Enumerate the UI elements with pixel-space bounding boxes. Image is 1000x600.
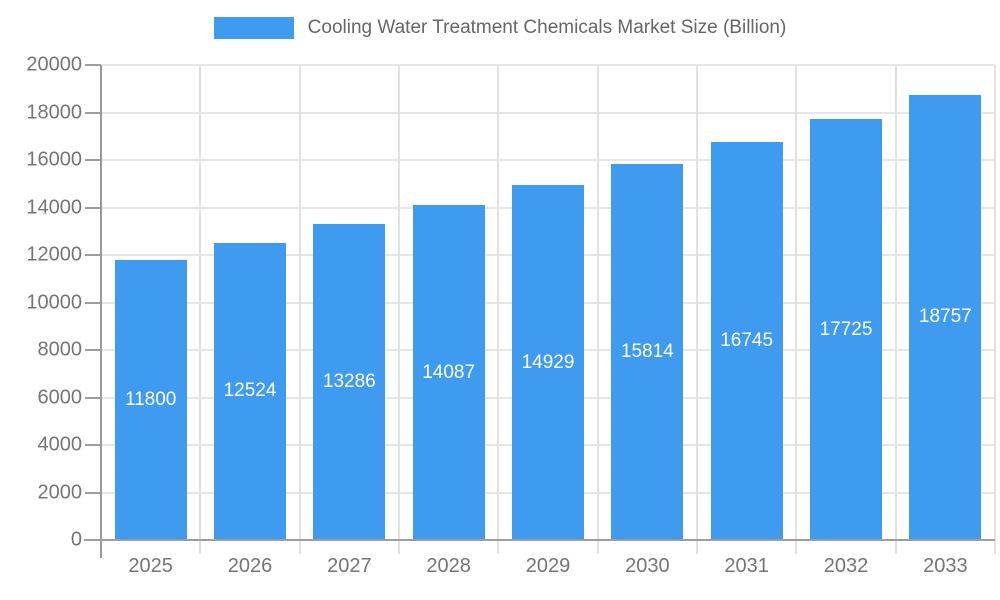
x-axis-tick-label: 2027 (327, 555, 372, 577)
bar[interactable]: 12524 (214, 242, 286, 540)
x-axis-tick-label: 2031 (724, 555, 769, 577)
bar-value-label: 17725 (819, 318, 873, 340)
y-axis-tick (85, 396, 101, 399)
bar-value-label: 11800 (124, 388, 177, 410)
y-axis-tick-label: 16000 (26, 148, 82, 171)
y-axis-tick-label: 10000 (26, 291, 82, 313)
bar-value-label: 14087 (422, 361, 476, 383)
bar-value-label: 15814 (620, 341, 674, 363)
y-axis-tick (85, 254, 101, 256)
y-axis-tick (85, 444, 101, 446)
bar[interactable]: 16745 (710, 142, 783, 540)
gridline (101, 159, 995, 161)
bar[interactable]: 17725 (810, 119, 882, 540)
x-axis-tick-label: 2030 (625, 555, 670, 577)
x-axis-tick-label: 2026 (227, 555, 273, 577)
y-axis-tick (85, 301, 101, 304)
legend-swatch-icon (213, 17, 294, 39)
legend-item[interactable]: Cooling Water Treatment Chemicals Market… (213, 17, 787, 39)
y-axis-tick-label: 8000 (37, 338, 83, 361)
x-axis-tick-label: 2032 (823, 555, 869, 577)
y-axis-tick-label: 14000 (26, 196, 82, 218)
y-axis-line (100, 65, 102, 558)
x-axis-tick-label: 2028 (426, 555, 471, 577)
gridline (101, 111, 995, 114)
x-axis-tick-label: 2025 (128, 555, 173, 577)
bar[interactable]: 18757 (909, 94, 982, 540)
x-axis-tick-label: 2029 (525, 555, 571, 577)
legend-label: Cooling Water Treatment Chemicals Market… (307, 17, 787, 38)
y-axis-tick-label: 4000 (37, 433, 83, 456)
category-boundary-gridline (696, 65, 698, 554)
y-axis-tick (85, 111, 101, 114)
bar-value-label: 12524 (223, 380, 277, 402)
x-axis-tick-label: 2033 (923, 555, 968, 577)
category-boundary-gridline (199, 65, 202, 554)
category-boundary-gridline (795, 65, 798, 554)
y-axis-tick (85, 206, 101, 209)
y-axis-tick-label: 2000 (37, 481, 83, 503)
y-axis-tick (85, 491, 101, 494)
plot-area: 0 2000 4000 6000 8000 10000 12000 14000 16000 180… (26, 54, 996, 577)
gridline (101, 64, 995, 66)
bar-value-label: 18757 (918, 306, 972, 328)
y-axis-tick-label: 20000 (26, 53, 82, 76)
category-boundary-gridline (298, 65, 301, 554)
bar[interactable]: 14929 (512, 185, 584, 540)
bar[interactable]: 11800 (114, 259, 187, 540)
category-boundary-gridline (398, 65, 400, 554)
bar[interactable]: 14087 (412, 205, 485, 540)
bar[interactable]: 13286 (313, 224, 386, 540)
y-axis-tick-label: 6000 (37, 386, 83, 408)
y-axis-tick-label: 18000 (26, 101, 82, 123)
legend: Cooling Water Treatment Chemicals Market… (0, 17, 1000, 39)
category-boundary-gridline (596, 65, 599, 554)
y-axis-tick-label: 0 (70, 528, 82, 551)
y-axis-tick (85, 64, 101, 66)
category-boundary-gridline (497, 65, 500, 554)
bar-value-label: 16745 (720, 330, 774, 352)
y-axis-tick (85, 349, 101, 351)
y-axis-tick (85, 159, 101, 161)
category-boundary-gridline (994, 65, 996, 554)
bar[interactable]: 15814 (611, 164, 684, 540)
x-axis-line (84, 539, 995, 541)
y-axis-tick-label: 12000 (26, 243, 82, 266)
bar-value-label: 14929 (521, 351, 575, 373)
bar-value-label: 13286 (322, 371, 376, 393)
category-boundary-gridline (894, 65, 897, 554)
